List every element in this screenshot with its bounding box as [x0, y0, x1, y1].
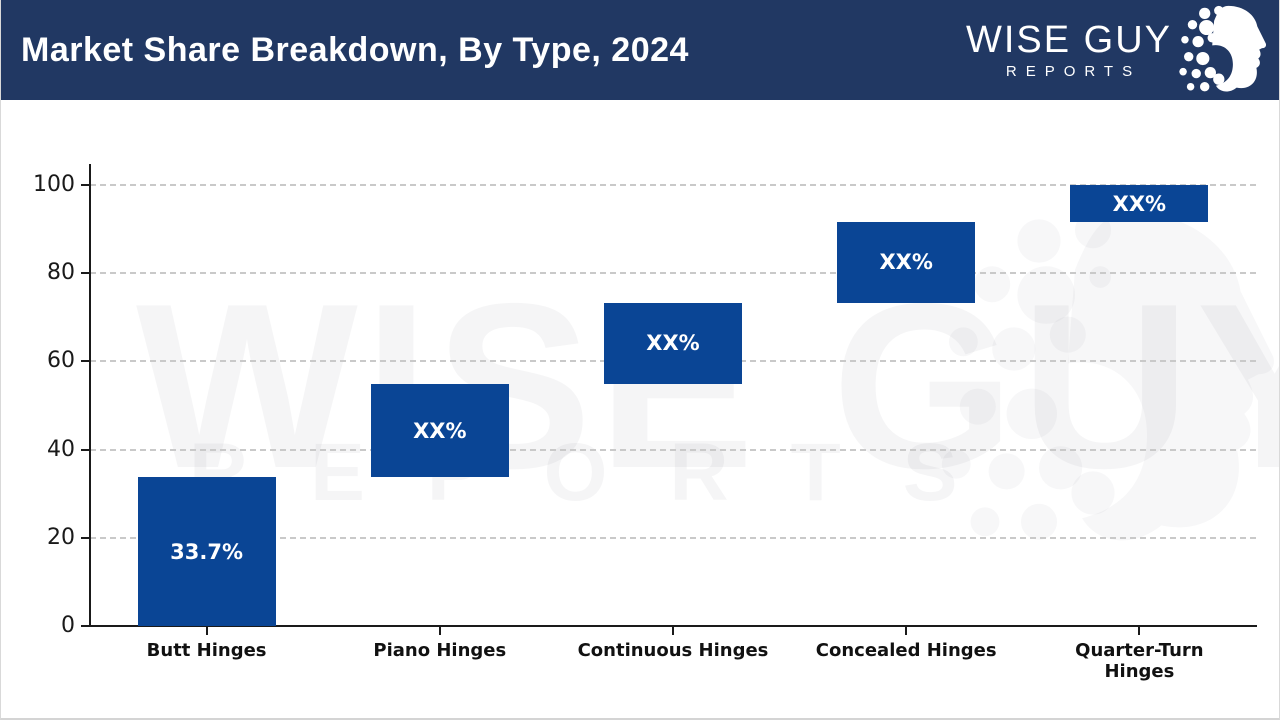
bar-value-label-3: XX%: [879, 250, 933, 275]
x-tick-0: [205, 626, 208, 635]
gridline-100: [90, 184, 1256, 186]
gridline-20: [90, 536, 1256, 539]
x-category-label-2: Continuous Hinges: [577, 640, 769, 661]
gridline-80: [90, 272, 1256, 275]
bar-1: [370, 383, 509, 478]
bar-value-label-1: XX%: [413, 418, 467, 443]
bar-3: [837, 222, 976, 303]
logo-reports-label: REPORTS: [1005, 62, 1142, 80]
x-tick-1: [438, 626, 441, 635]
bar-4: [1070, 185, 1209, 223]
x-tick-3: [905, 626, 908, 635]
wise-guy-logo: WISE GUY REPORTS: [966, 2, 1271, 98]
y-tick-40: [81, 448, 90, 451]
y-tick-100: [81, 184, 90, 186]
y-tick-label-100: 100: [33, 172, 75, 197]
y-tick-label-60: 60: [47, 348, 75, 374]
bar-0: [137, 477, 276, 626]
logo-wiseguy-label: WISE GUY: [965, 18, 1172, 61]
page-title: Market Share Breakdown, By Type, 2024: [21, 30, 689, 69]
y-tick-label-0: 0: [61, 613, 75, 638]
y-tick-label-40: 40: [47, 436, 75, 462]
x-tick-2: [672, 626, 674, 635]
x-category-label-4: Quarter-Turn Hinges: [1075, 640, 1204, 682]
y-tick-20: [81, 536, 90, 539]
bar-value-label-4: XX%: [1112, 191, 1167, 216]
x-category-label-3: Concealed Hinges: [815, 640, 997, 661]
x-tick-4: [1138, 626, 1141, 635]
y-tick-0: [81, 625, 90, 627]
y-tick-80: [81, 272, 90, 275]
bar-2: [604, 302, 742, 384]
y-tick-label-20: 20: [47, 524, 75, 550]
header-bar: Market Share Breakdown, By Type, 2024 WI…: [1, 0, 1279, 100]
x-category-label-0: Butt Hinges: [146, 640, 267, 661]
bar-value-label-2: XX%: [646, 331, 700, 356]
y-tick-60: [81, 360, 90, 363]
gridline-40: [90, 448, 1256, 451]
y-axis-line: [89, 164, 91, 626]
y-tick-label-80: 80: [47, 260, 75, 286]
logo-text: WISE GUY REPORTS: [966, 21, 1172, 80]
bar-value-label-0: 33.7%: [170, 539, 244, 564]
x-category-label-1: Piano Hinges: [373, 640, 507, 661]
